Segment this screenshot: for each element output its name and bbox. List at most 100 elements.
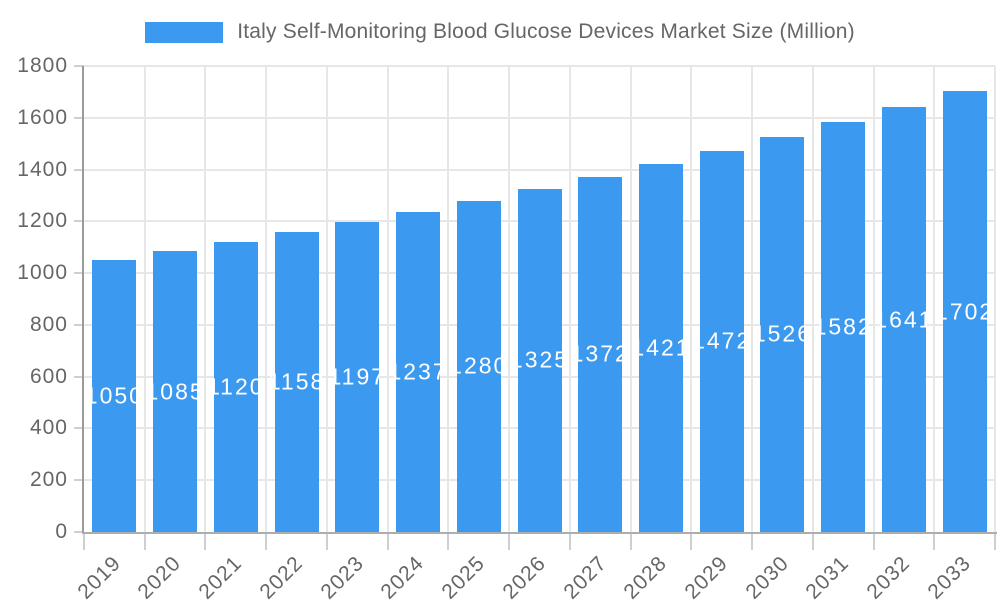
- bar-value-label: 1372: [570, 340, 630, 367]
- bar-value-label: 1085: [145, 378, 205, 405]
- x-axis-tick-label: 2032: [862, 551, 915, 600]
- x-axis-tick-label: 2030: [741, 551, 794, 600]
- x-axis-tick-label: 2024: [376, 551, 429, 600]
- bar-value-label: 1325: [509, 346, 570, 373]
- y-tick-mark: [74, 220, 84, 223]
- bar-value-label: 1237: [388, 358, 448, 385]
- gridline-horizontal: [84, 116, 995, 119]
- x-tick-mark: [933, 532, 936, 550]
- x-tick-mark: [568, 532, 571, 550]
- gridline-vertical: [386, 66, 389, 532]
- y-tick-mark: [74, 168, 84, 171]
- bar-value-label: 1472: [692, 327, 752, 354]
- y-axis-tick-label: 0: [55, 520, 68, 543]
- y-axis-line: [82, 66, 84, 534]
- gridline-vertical: [204, 66, 207, 532]
- bar-2030: [760, 136, 805, 532]
- x-axis-tick-label: 2031: [801, 551, 854, 600]
- y-tick-mark: [74, 65, 84, 67]
- x-tick-mark: [994, 532, 996, 550]
- bar-2020: [153, 251, 198, 532]
- y-axis-tick-label: 200: [29, 468, 68, 492]
- y-axis-tick-label: 600: [29, 364, 68, 388]
- bar-value-label: 1526: [752, 320, 813, 347]
- x-axis-tick-label: 2023: [315, 551, 369, 600]
- x-axis-tick-label: 2028: [619, 551, 672, 600]
- gridline-vertical: [325, 66, 328, 532]
- x-axis-tick-label: 2020: [133, 551, 186, 600]
- bar-value-label: 1120: [207, 373, 265, 400]
- gridline-vertical: [811, 66, 814, 532]
- bar-value-label: 1280: [449, 352, 509, 379]
- y-tick-mark: [74, 272, 84, 275]
- x-axis-tick-label: 2033: [923, 551, 976, 600]
- y-tick-mark: [74, 479, 84, 482]
- bar-2023: [335, 222, 380, 532]
- bar-2024: [396, 211, 441, 532]
- y-tick-mark: [74, 427, 84, 430]
- x-tick-mark: [629, 532, 632, 550]
- y-tick-mark: [74, 375, 84, 378]
- x-tick-mark: [265, 532, 268, 550]
- bar-value-label: 1641: [874, 306, 934, 333]
- y-axis-tick-label: 1400: [17, 157, 68, 181]
- x-tick-mark: [508, 532, 511, 550]
- y-axis-tick-label: 1800: [17, 54, 68, 77]
- bar-value-label: 1158: [267, 368, 326, 395]
- x-axis-tick-label: 2021: [194, 551, 247, 600]
- bar-value-label: 1421: [631, 334, 691, 361]
- legend-swatch: [145, 21, 224, 43]
- x-tick-mark: [872, 532, 875, 550]
- x-tick-mark: [690, 532, 693, 550]
- y-tick-mark: [74, 116, 84, 119]
- gridline-vertical: [508, 66, 511, 532]
- x-tick-mark: [447, 532, 450, 550]
- bar-value-label: 1582: [813, 313, 873, 340]
- x-tick-mark: [83, 532, 85, 550]
- x-axis-tick-label: 2026: [498, 551, 551, 600]
- bar-2028: [638, 164, 683, 532]
- gridline-vertical: [447, 66, 450, 532]
- gridline-vertical: [568, 66, 571, 532]
- bar-value-label: 1050: [84, 382, 144, 409]
- x-tick-mark: [386, 532, 389, 550]
- x-axis-tick-label: 2029: [680, 551, 733, 600]
- gridline-vertical: [690, 66, 693, 532]
- gridline-vertical: [265, 66, 268, 532]
- legend-label: Italy Self-Monitoring Blood Glucose Devi…: [237, 20, 855, 43]
- bar-2033: [942, 91, 987, 532]
- bar-2022: [274, 232, 319, 532]
- x-tick-mark: [325, 532, 328, 550]
- gridline-vertical: [143, 66, 146, 532]
- bar-2029: [699, 150, 744, 532]
- gridline-vertical: [872, 66, 875, 532]
- y-axis-tick-label: 1000: [17, 261, 68, 285]
- gridline-horizontal: [84, 65, 995, 67]
- x-axis-tick-label: 2019: [73, 551, 126, 600]
- bar-2031: [821, 122, 866, 532]
- bar-value-label: 1197: [328, 363, 387, 390]
- x-axis-line: [82, 532, 997, 534]
- y-tick-mark: [74, 531, 84, 533]
- bar-2019: [92, 260, 137, 532]
- gridline-vertical: [629, 66, 632, 532]
- x-tick-mark: [204, 532, 207, 550]
- y-axis-tick-label: 1200: [17, 209, 68, 233]
- x-tick-mark: [751, 532, 754, 550]
- x-tick-mark: [811, 532, 814, 550]
- gridline-vertical: [933, 66, 936, 532]
- y-axis-tick-label: 400: [29, 416, 68, 440]
- bar-value-label: 1702: [935, 298, 995, 325]
- x-axis-tick-label: 2027: [558, 551, 611, 600]
- bar-2021: [213, 242, 258, 532]
- gridline-vertical: [994, 66, 996, 532]
- gridline-horizontal: [84, 168, 995, 171]
- x-tick-mark: [143, 532, 146, 550]
- y-axis-tick-label: 800: [29, 312, 68, 336]
- x-axis-tick-label: 2022: [255, 551, 308, 600]
- x-axis-tick-label: 2025: [437, 551, 490, 600]
- bar-2032: [881, 107, 926, 532]
- bar-2026: [517, 188, 562, 532]
- y-axis-tick-label: 1600: [17, 105, 68, 129]
